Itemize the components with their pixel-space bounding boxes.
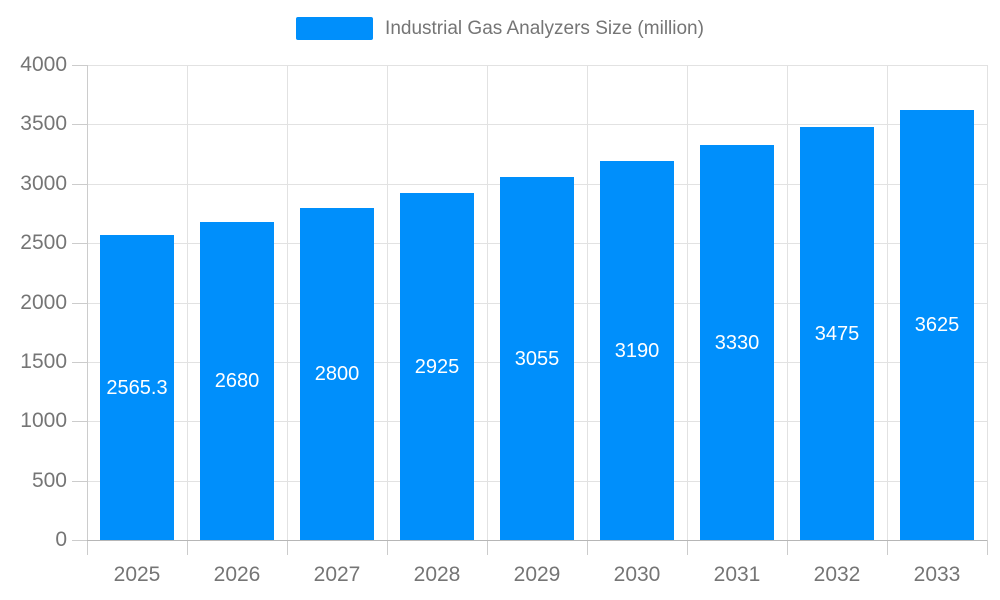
bar-value-label: 2800 <box>314 363 360 385</box>
bar-value-label: 3190 <box>614 340 660 362</box>
x-axis-label: 2028 <box>413 563 461 586</box>
y-axis-tick <box>72 421 87 422</box>
bar-value-label: 3055 <box>514 348 560 370</box>
x-axis-tick <box>287 540 288 555</box>
x-axis-tick <box>787 540 788 555</box>
y-axis-line <box>87 65 88 555</box>
bar[interactable] <box>700 145 774 540</box>
y-axis-tick <box>72 243 87 244</box>
y-axis-tick <box>72 124 87 125</box>
x-axis-tick <box>587 540 588 555</box>
y-axis-label: 2000 <box>20 291 67 314</box>
x-axis-label: 2033 <box>913 563 961 586</box>
x-gridline <box>887 65 888 540</box>
x-axis-label: 2032 <box>813 563 861 586</box>
bar-value-label: 3625 <box>914 314 960 336</box>
y-axis-label: 0 <box>55 528 67 551</box>
x-axis-label: 2026 <box>213 563 261 586</box>
y-axis-label: 3500 <box>20 112 67 135</box>
bar[interactable] <box>300 208 374 540</box>
legend[interactable]: Industrial Gas Analyzers Size (million) <box>0 17 1000 40</box>
bar[interactable] <box>100 235 174 540</box>
y-axis-label: 500 <box>31 469 67 492</box>
bar-value-label: 3330 <box>714 332 760 354</box>
y-axis-tick <box>72 362 87 363</box>
y-axis-label: 1000 <box>20 409 67 432</box>
legend-marker-icon <box>296 17 374 40</box>
y-axis-tick <box>72 65 87 66</box>
bar[interactable] <box>500 177 574 540</box>
bar-value-label: 3475 <box>814 323 860 345</box>
y-gridline <box>87 65 987 66</box>
bar-value-label: 2680 <box>214 370 260 392</box>
bar[interactable] <box>800 127 874 540</box>
x-gridline <box>487 65 488 540</box>
y-axis-label: 1500 <box>20 350 67 373</box>
x-axis-label: 2029 <box>513 563 561 586</box>
x-axis-tick <box>887 540 888 555</box>
y-axis-label: 3000 <box>20 172 67 195</box>
x-axis-tick <box>387 540 388 555</box>
x-gridline <box>387 65 388 540</box>
x-axis-line <box>87 540 987 541</box>
bar-value-label: 2925 <box>414 356 460 378</box>
x-axis-label: 2025 <box>113 563 161 586</box>
y-gridline <box>87 124 987 125</box>
x-axis-tick <box>487 540 488 555</box>
x-axis-tick <box>187 540 188 555</box>
x-axis-tick <box>687 540 688 555</box>
y-axis-label: 4000 <box>20 53 67 76</box>
x-gridline <box>687 65 688 540</box>
x-gridline <box>187 65 188 540</box>
bar[interactable] <box>900 110 974 540</box>
x-axis-tick <box>987 540 988 555</box>
bar[interactable] <box>200 222 274 540</box>
x-gridline <box>987 65 988 540</box>
y-axis-label: 2500 <box>20 231 67 254</box>
y-axis-tick <box>72 481 87 482</box>
x-gridline <box>287 65 288 540</box>
y-axis-tick <box>72 184 87 185</box>
x-axis-label: 2031 <box>713 563 761 586</box>
bar[interactable] <box>600 161 674 540</box>
bar-value-label: 2565.3 <box>106 377 168 399</box>
x-gridline <box>787 65 788 540</box>
x-gridline <box>587 65 588 540</box>
y-axis-tick <box>72 540 87 541</box>
legend-label: Industrial Gas Analyzers Size (million) <box>385 18 704 39</box>
x-axis-label: 2027 <box>313 563 361 586</box>
y-axis-tick <box>72 303 87 304</box>
bar[interactable] <box>400 193 474 540</box>
x-axis-label: 2030 <box>613 563 661 586</box>
